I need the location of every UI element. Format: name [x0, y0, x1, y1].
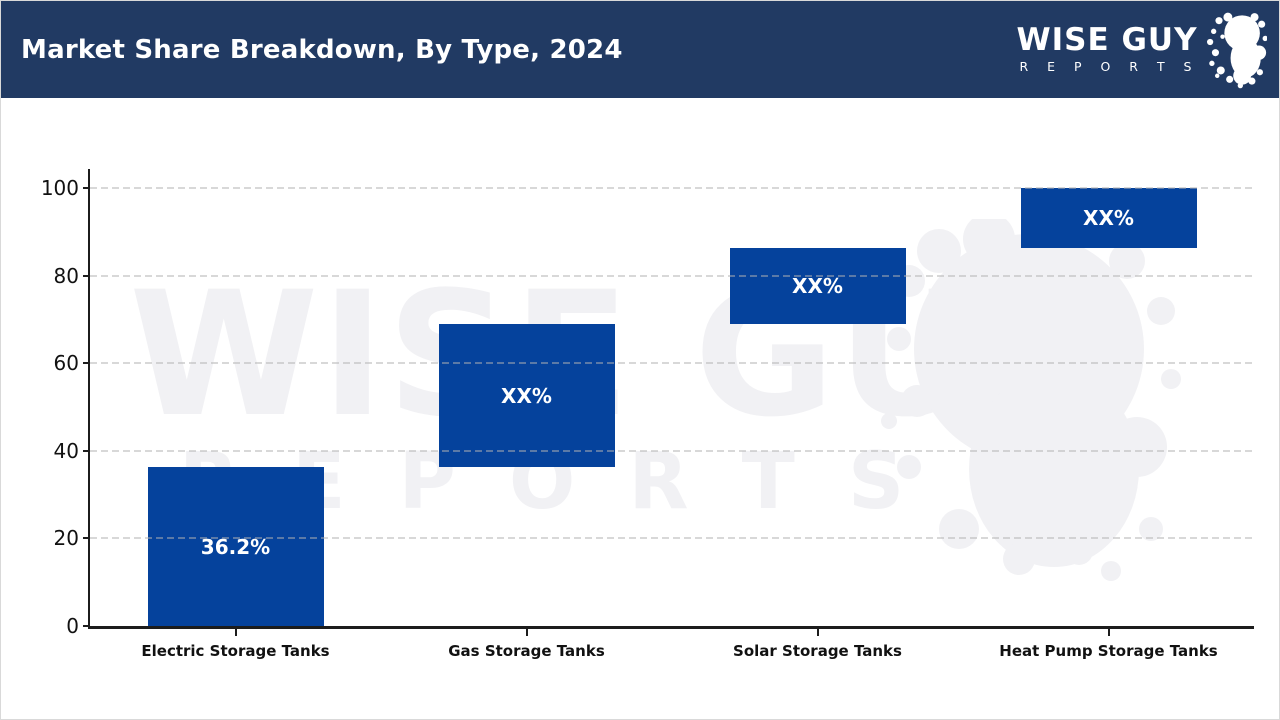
gridline-20	[90, 537, 1254, 540]
header-bar: Market Share Breakdown, By Type, 2024 WI…	[1, 1, 1279, 98]
y-tick-mark	[83, 187, 90, 189]
y-tick-mark	[83, 449, 90, 452]
x-tick-mark	[234, 629, 237, 636]
bar-segment: XX%	[438, 323, 615, 468]
y-tick-mark	[83, 362, 90, 365]
bar-segment: XX%	[729, 248, 906, 324]
bar-value-label: XX%	[501, 383, 552, 408]
y-tick-mark	[83, 625, 90, 627]
y-tick-mark	[83, 274, 90, 277]
watermark-head-icon	[881, 219, 1181, 581]
y-tick-label: 60	[53, 351, 79, 376]
brand-text: WISE GUY R E P O R T S	[1016, 22, 1199, 75]
y-axis	[88, 169, 90, 629]
bar-segment: XX%	[1020, 188, 1197, 249]
bar-value-label: XX%	[792, 274, 843, 299]
brand-head-icon	[1207, 12, 1267, 88]
gridline-60	[90, 362, 1254, 365]
y-tick-label: 40	[53, 438, 79, 463]
category-label: Solar Storage Tanks	[733, 642, 902, 660]
brand-name: WISE GUY	[1016, 22, 1198, 58]
x-tick-mark	[1107, 629, 1110, 636]
y-tick-label: 20	[53, 526, 79, 551]
brand-logo: WISE GUY R E P O R T S	[1016, 8, 1267, 92]
gridline-80	[90, 274, 1254, 277]
bar-segment: 36.2%	[147, 467, 324, 626]
y-tick-label: 80	[53, 263, 79, 288]
y-tick-mark	[83, 537, 90, 540]
brand-subtitle: R E P O R T S	[1019, 59, 1199, 74]
x-axis	[88, 626, 1254, 629]
category-label: Electric Storage Tanks	[141, 642, 330, 660]
category-label: Heat Pump Storage Tanks	[999, 642, 1218, 660]
y-tick-label: 0	[66, 614, 79, 638]
gridline-100	[90, 187, 1254, 189]
bar-value-label: XX%	[1083, 206, 1134, 231]
x-tick-mark	[525, 629, 528, 636]
y-tick-label: 100	[40, 176, 79, 200]
x-tick-mark	[816, 629, 819, 636]
page-title: Market Share Breakdown, By Type, 2024	[21, 34, 623, 65]
category-label: Gas Storage Tanks	[448, 642, 605, 660]
gridline-40	[90, 449, 1254, 452]
